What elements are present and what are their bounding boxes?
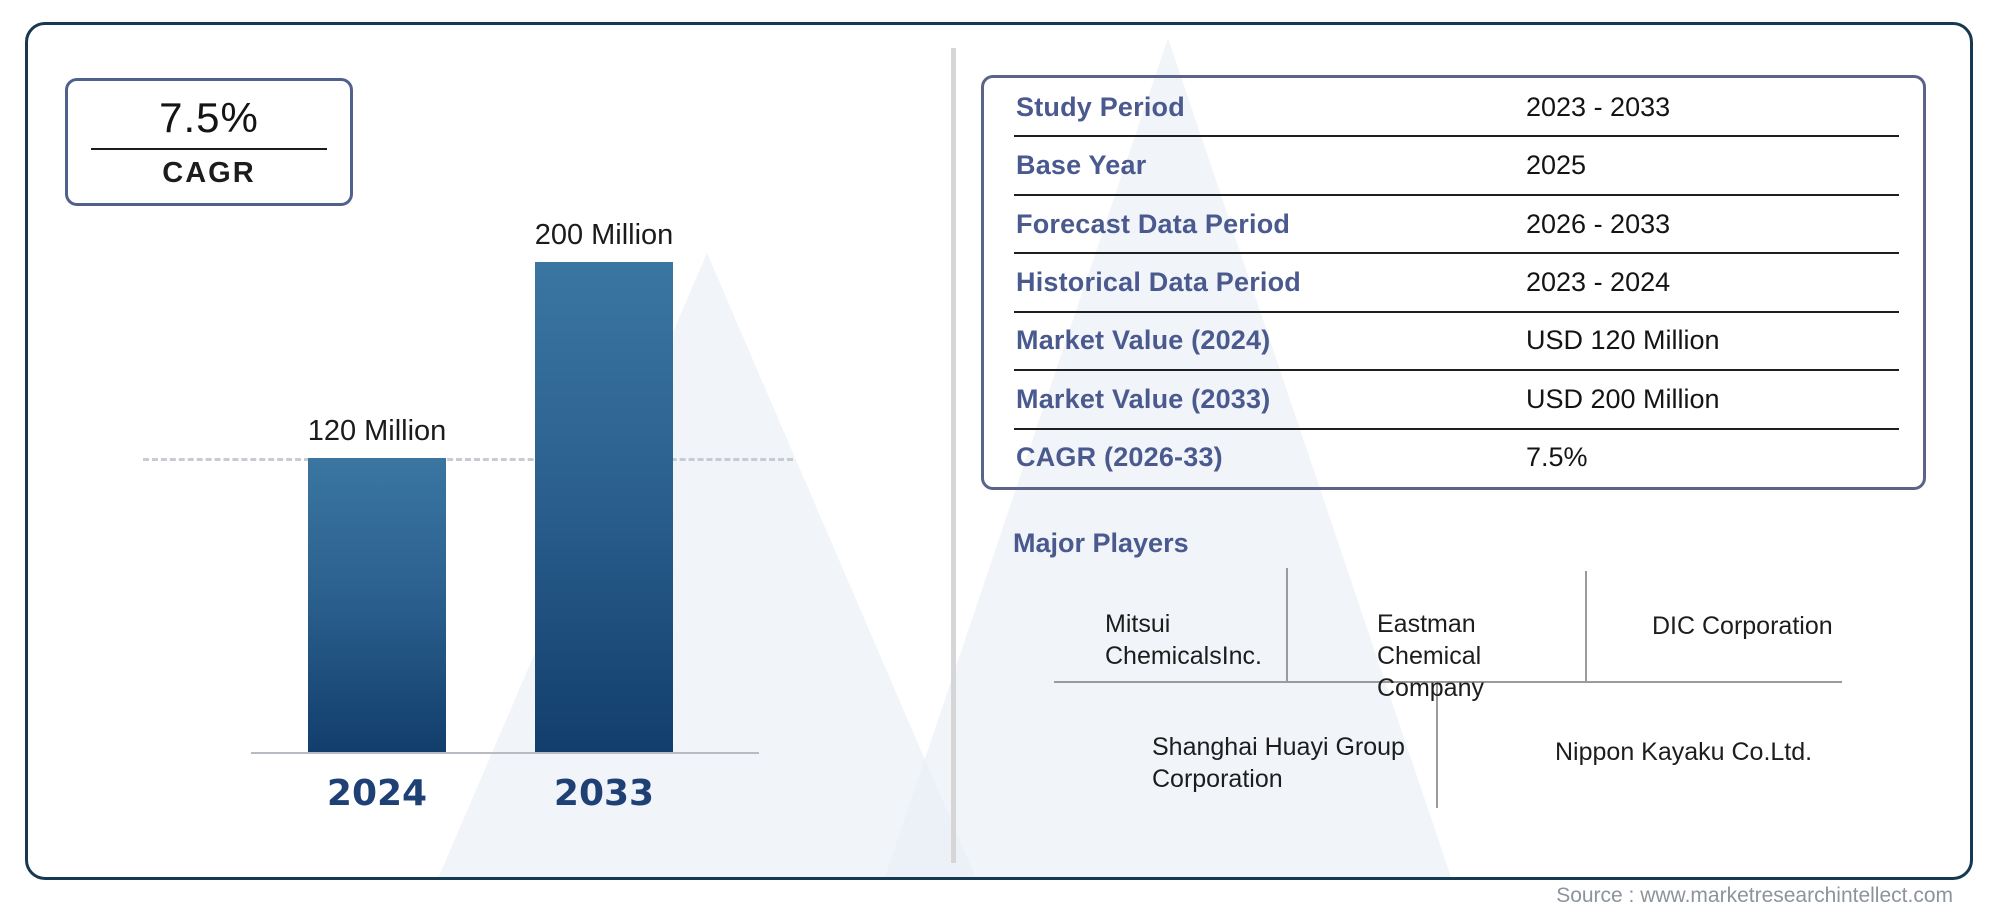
row-separator xyxy=(1014,427,1899,430)
table-row: Historical Data Period 2023 - 2024 xyxy=(984,253,1923,313)
table-row: Study Period 2023 - 2033 xyxy=(984,78,1923,138)
bar-2024 xyxy=(308,458,446,752)
row-label: Historical Data Period xyxy=(1016,266,1301,297)
players-tick-2 xyxy=(1585,571,1587,681)
row-value: 2023 - 2024 xyxy=(1526,266,1671,297)
table-row: CAGR (2026-33) 7.5% xyxy=(984,429,1923,487)
row-separator xyxy=(1014,310,1899,313)
table-row: Market Value (2033) USD 200 Million xyxy=(984,370,1923,430)
player-name: Shanghai Huayi Group Corporation xyxy=(1152,733,1405,793)
source-attribution: Source : www.marketresearchintellect.com xyxy=(1556,884,1953,907)
x-axis-line xyxy=(251,752,759,754)
row-label: CAGR (2026-33) xyxy=(1016,442,1223,473)
player-name: Eastman Chemical Company xyxy=(1377,610,1484,702)
row-value: USD 200 Million xyxy=(1526,383,1720,414)
players-axis-line xyxy=(1054,681,1842,683)
row-label: Study Period xyxy=(1016,91,1185,122)
bar-2033 xyxy=(535,262,673,752)
row-label: Forecast Data Period xyxy=(1016,208,1291,239)
row-value: 2025 xyxy=(1526,150,1587,181)
row-label: Market Value (2024) xyxy=(1016,325,1271,356)
cagr-badge-divider xyxy=(91,148,327,150)
row-value: 7.5% xyxy=(1526,442,1588,473)
table-row: Base Year 2025 xyxy=(984,136,1923,196)
player-name: Mitsui ChemicalsInc. xyxy=(1105,610,1262,670)
x-tick-2024: 2024 xyxy=(326,773,428,814)
row-separator xyxy=(1014,252,1899,255)
bar-chart: 120 Million 200 Million 2024 2033 xyxy=(28,25,948,877)
table-row: Market Value (2024) USD 120 Million xyxy=(984,312,1923,372)
row-value: 2026 - 2033 xyxy=(1526,208,1671,239)
cagr-badge: 7.5% CAGR xyxy=(65,78,353,206)
major-players-heading: Major Players xyxy=(1013,528,1189,558)
row-value: 2023 - 2033 xyxy=(1526,91,1671,122)
info-table: Study Period 2023 - 2033 Base Year 2025 … xyxy=(981,75,1926,490)
cagr-badge-label: CAGR xyxy=(162,157,256,189)
table-row: Forecast Data Period 2026 - 2033 xyxy=(984,195,1923,255)
row-label: Base Year xyxy=(1016,150,1147,181)
main-frame: 7.5% CAGR 120 Million 200 Million 2024 2… xyxy=(25,22,1973,880)
player-name: Nippon Kayaku Co.Ltd. xyxy=(1555,738,1813,766)
row-label: Market Value (2033) xyxy=(1016,383,1271,414)
x-tick-2033: 2033 xyxy=(553,773,655,814)
bar-group-2024: 120 Million xyxy=(308,415,446,752)
bar-group-2033: 200 Million xyxy=(535,219,673,752)
row-separator xyxy=(1014,369,1899,372)
bar-value-label-2024: 120 Million xyxy=(307,415,447,447)
player-name: DIC Corporation xyxy=(1652,612,1833,640)
row-value: USD 120 Million xyxy=(1526,325,1720,356)
section-divider xyxy=(951,48,956,863)
players-tick-1 xyxy=(1286,568,1288,681)
players-tick-3 xyxy=(1436,681,1438,808)
reference-dashed-line xyxy=(143,458,793,461)
bar-value-label-2033: 200 Million xyxy=(534,219,674,251)
row-separator xyxy=(1014,193,1899,196)
cagr-badge-value: 7.5% xyxy=(159,94,259,141)
row-separator xyxy=(1014,135,1899,138)
